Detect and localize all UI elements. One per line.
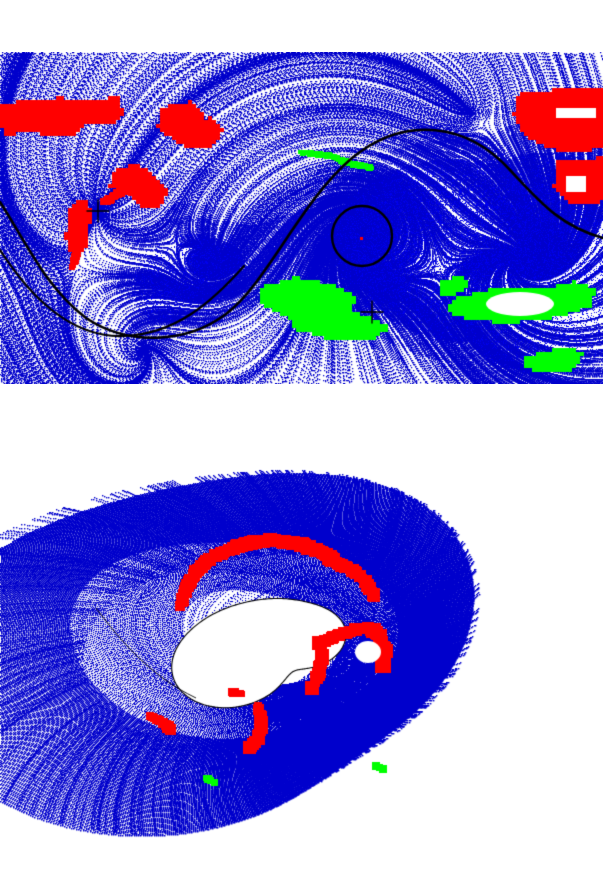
top-panel-canvas <box>0 52 603 384</box>
top-panel-equirectangular-map <box>0 52 603 384</box>
bottom-panel-canvas <box>0 430 603 883</box>
bottom-panel-azimuthal-map <box>0 430 603 883</box>
